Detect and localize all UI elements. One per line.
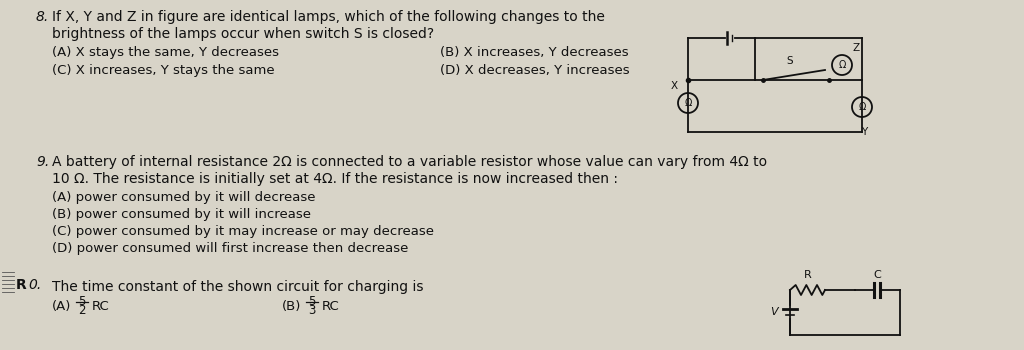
- Text: 10 Ω. The resistance is initially set at 4Ω. If the resistance is now increased : 10 Ω. The resistance is initially set at…: [52, 172, 618, 186]
- Text: RC: RC: [92, 300, 110, 313]
- Text: Ω: Ω: [858, 102, 865, 112]
- Text: 8.: 8.: [36, 10, 49, 24]
- Text: (A): (A): [52, 300, 72, 313]
- Text: Ω: Ω: [684, 98, 691, 108]
- Text: (A) power consumed by it will decrease: (A) power consumed by it will decrease: [52, 191, 315, 204]
- Text: S: S: [786, 56, 794, 66]
- Text: (C) power consumed by it may increase or may decrease: (C) power consumed by it may increase or…: [52, 225, 434, 238]
- Text: X: X: [671, 81, 678, 91]
- Text: (D) power consumed will first increase then decrease: (D) power consumed will first increase t…: [52, 242, 409, 255]
- Text: (B): (B): [282, 300, 301, 313]
- Text: brightness of the lamps occur when switch S is closed?: brightness of the lamps occur when switc…: [52, 27, 434, 41]
- Text: (A) X stays the same, Y decreases: (A) X stays the same, Y decreases: [52, 46, 279, 59]
- Text: 5: 5: [78, 295, 86, 308]
- Text: RC: RC: [322, 300, 340, 313]
- Text: 2: 2: [78, 304, 86, 317]
- Text: R: R: [804, 270, 811, 280]
- Text: 9.: 9.: [36, 155, 49, 169]
- Text: A battery of internal resistance 2Ω is connected to a variable resistor whose va: A battery of internal resistance 2Ω is c…: [52, 155, 767, 169]
- Text: (D) X decreases, Y increases: (D) X decreases, Y increases: [440, 64, 630, 77]
- Text: 0.: 0.: [28, 278, 41, 292]
- Text: R: R: [16, 278, 27, 292]
- Text: 5: 5: [308, 295, 315, 308]
- Text: If X, Y and Z in figure are identical lamps, which of the following changes to t: If X, Y and Z in figure are identical la…: [52, 10, 605, 24]
- Text: The time constant of the shown circuit for charging is: The time constant of the shown circuit f…: [52, 280, 424, 294]
- Text: (B) X increases, Y decreases: (B) X increases, Y decreases: [440, 46, 629, 59]
- Text: Ω: Ω: [839, 60, 846, 70]
- Text: (B) power consumed by it will increase: (B) power consumed by it will increase: [52, 208, 311, 221]
- Text: C: C: [873, 270, 881, 280]
- Text: Y: Y: [861, 127, 867, 137]
- Text: 3: 3: [308, 304, 315, 317]
- Text: (C) X increases, Y stays the same: (C) X increases, Y stays the same: [52, 64, 274, 77]
- Text: V: V: [770, 307, 778, 317]
- Text: Z: Z: [852, 43, 859, 53]
